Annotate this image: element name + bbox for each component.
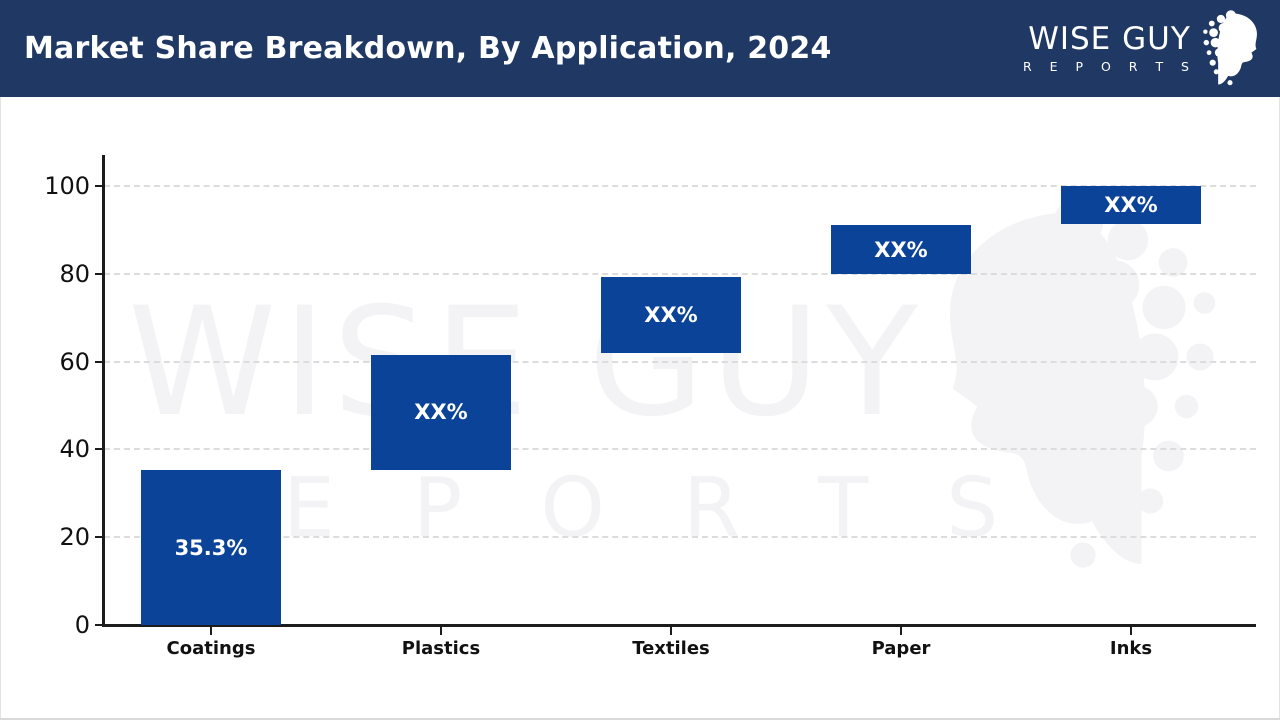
bar-paper: XX%: [831, 225, 971, 275]
y-axis-line: [102, 155, 105, 627]
bar-value-label: XX%: [644, 302, 698, 327]
x-tick-mark: [900, 627, 902, 635]
x-tick-mark: [670, 627, 672, 635]
y-gridline: [104, 360, 1256, 363]
watermark-reports-text: R E P O R T S: [148, 461, 1025, 556]
y-tick-label: 80: [59, 259, 90, 288]
x-tick-label: Plastics: [401, 638, 481, 659]
x-axis-line: [102, 624, 1256, 627]
x-tick-label: Paper: [871, 638, 931, 659]
bar-textiles: XX%: [601, 276, 741, 353]
y-gridline: [104, 272, 1256, 275]
watermark-head-profile-icon: [950, 197, 1216, 568]
bar-value-label: 35.3%: [174, 535, 248, 560]
logo-head-profile-icon: [1203, 9, 1257, 85]
y-tick-label: 40: [59, 435, 90, 464]
y-tick-mark: [95, 624, 103, 626]
bar-value-label: XX%: [414, 400, 468, 425]
y-tick-label: 0: [74, 611, 90, 639]
y-tick-mark: [95, 536, 103, 539]
bar-plastics: XX%: [371, 354, 511, 471]
x-tick-mark: [440, 627, 442, 635]
y-tick-mark: [95, 272, 103, 275]
bar-value-label: XX%: [874, 237, 928, 262]
y-tick-label: 60: [59, 347, 90, 376]
y-gridline: [104, 185, 1256, 187]
y-gridline: [104, 536, 1256, 539]
y-tick-mark: [95, 360, 103, 363]
bar-coatings: 35.3%: [141, 470, 281, 625]
x-tick-label: Inks: [1109, 638, 1153, 659]
x-tick-mark: [1130, 627, 1132, 635]
y-gridline: [104, 448, 1256, 451]
logo-reports-text: R E P O R T S: [1022, 58, 1196, 74]
x-tick-mark: [210, 627, 212, 635]
x-tick-label: Coatings: [166, 638, 256, 659]
bar-inks: XX%: [1061, 186, 1201, 224]
y-tick-label: 20: [59, 523, 90, 552]
header: Market Share Breakdown, By Application, …: [0, 0, 1280, 97]
logo-wiseguy-text: WISE GUY: [1028, 20, 1191, 57]
bar-value-label: XX%: [1104, 192, 1158, 217]
y-tick-mark: [95, 185, 103, 187]
page-title: Market Share Breakdown, By Application, …: [24, 31, 832, 66]
watermark-wiseguy-text: WISE GUY: [128, 276, 924, 450]
y-tick-mark: [95, 448, 103, 451]
y-tick-label: 100: [44, 172, 90, 200]
wise-guy-logo: WISE GUY R E P O R T S: [1023, 8, 1262, 90]
x-tick-label: Textiles: [632, 638, 710, 659]
